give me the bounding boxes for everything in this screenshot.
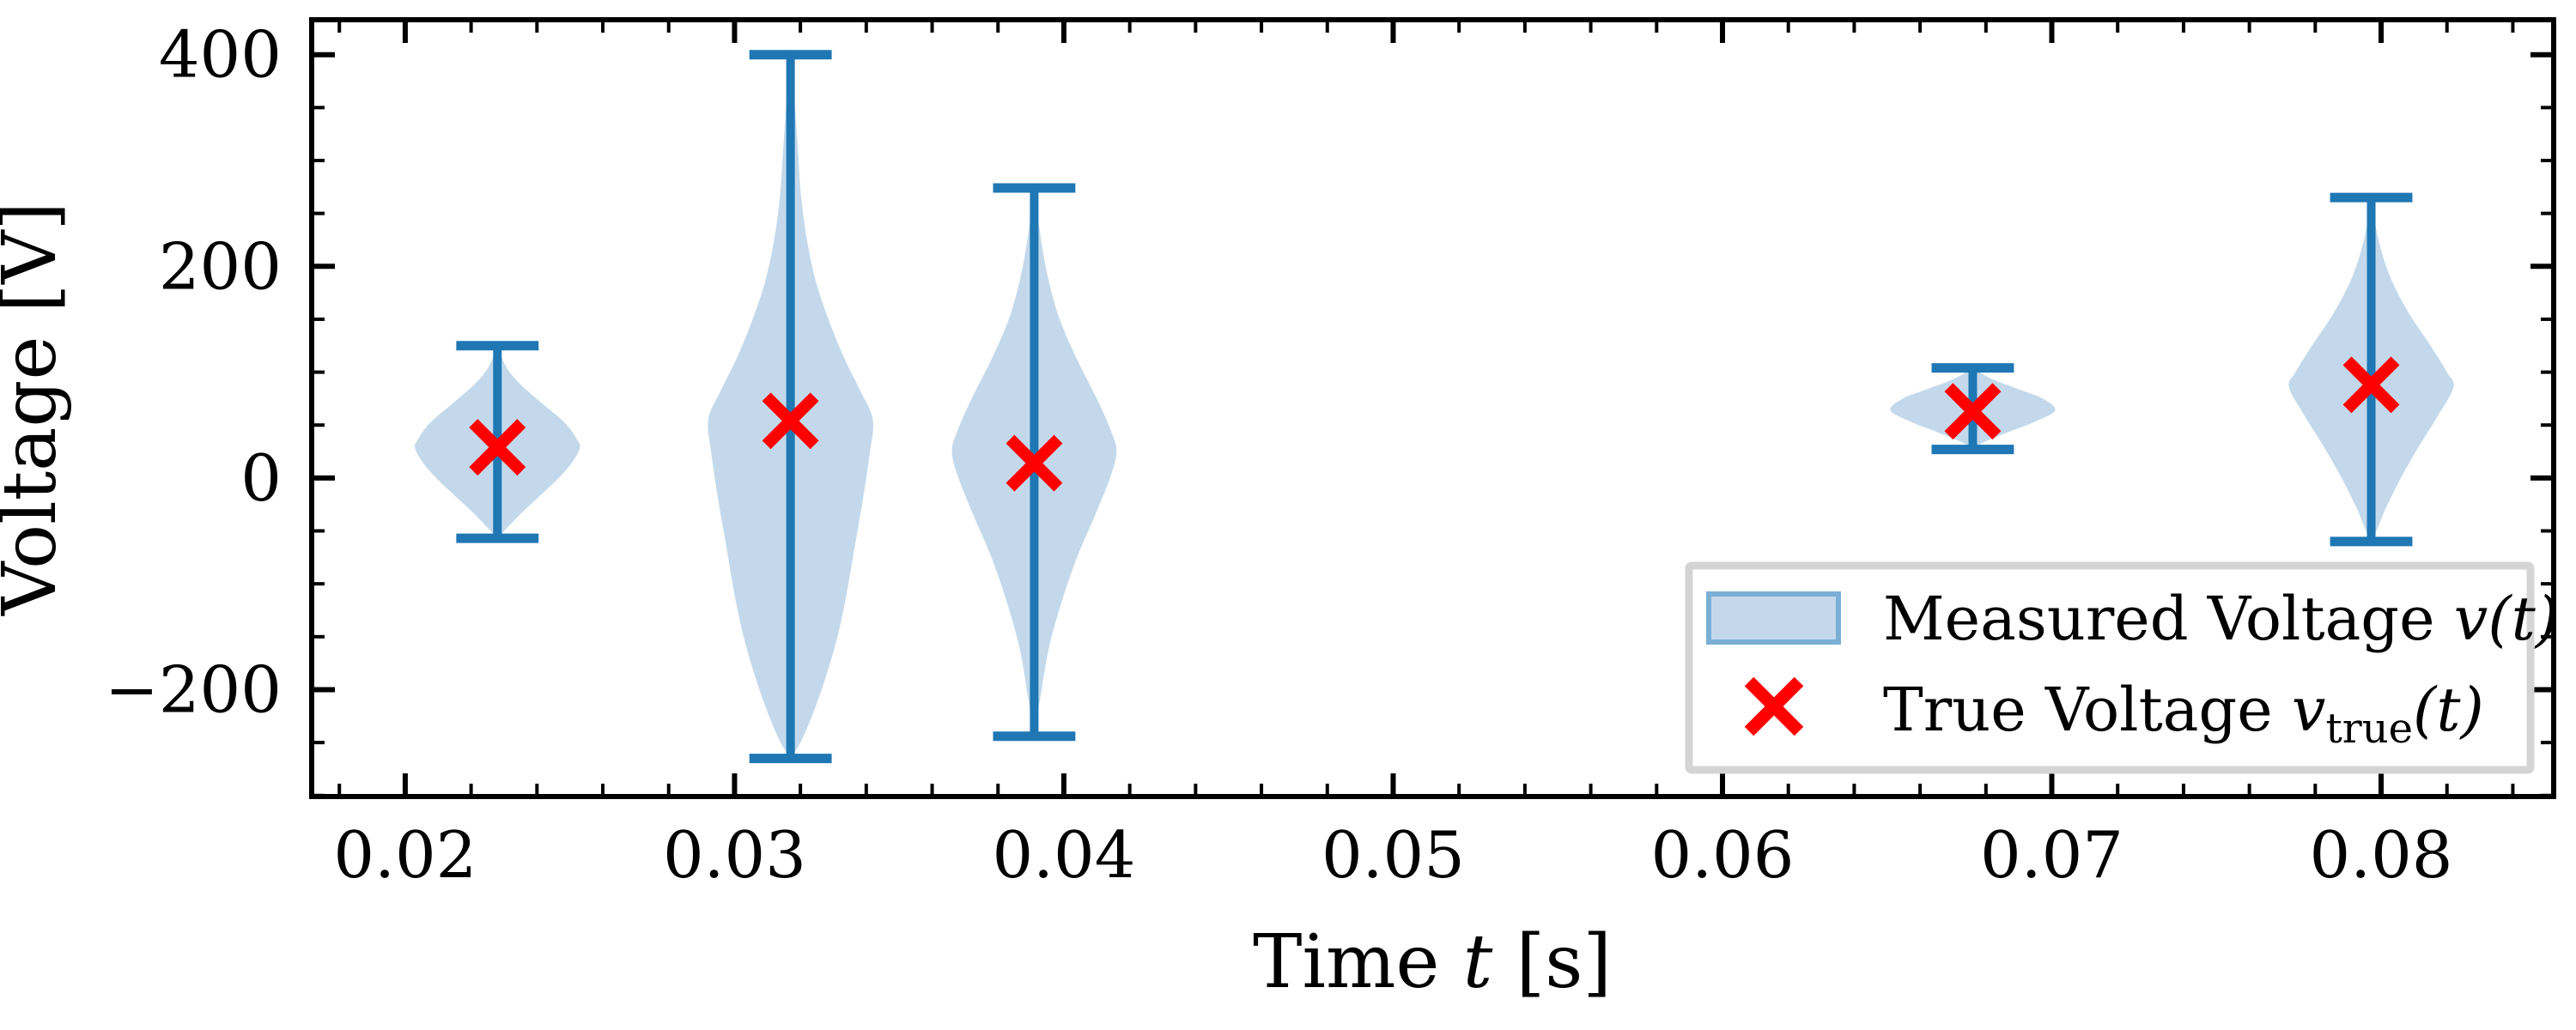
legend: Measured Voltage v(t) True Voltage vtrue… <box>1685 561 2559 774</box>
legend-true-math-v: v <box>2292 675 2326 745</box>
legend-true-math-sub: true <box>2325 705 2413 753</box>
x-tick-label: 0.04 <box>992 817 1135 893</box>
legend-measured-label: Measured Voltage v(t) <box>1883 584 2559 654</box>
true-voltage-marker <box>1005 434 1063 492</box>
y-tick-label: 400 <box>159 17 282 93</box>
true-voltage-marker <box>762 392 819 450</box>
legend-measured-math: v(t) <box>2454 584 2559 654</box>
y-tick-label: 200 <box>159 228 282 304</box>
x-axis-label-math-t: t <box>1463 919 1493 1005</box>
y-axis-label: Voltage [V] <box>0 202 73 616</box>
y-tick-label: −200 <box>105 651 282 727</box>
tick-labels-layer: 0.02 0.03 0.04 0.05 0.06 0.07 0.08 −200 0 200 400 <box>105 17 2453 893</box>
x-axis-label: Time t [s] <box>1253 919 1612 1005</box>
true-voltage-marker <box>2342 356 2400 414</box>
true-voltage-marker <box>469 419 526 476</box>
legend-violin-swatch <box>1706 591 1841 645</box>
legend-true-label: True Voltage vtrue(t) <box>1883 675 2484 753</box>
x-tick-label: 0.06 <box>1650 817 1794 893</box>
x-axis-label-post: [s] <box>1492 919 1612 1005</box>
axes-spines <box>309 17 2556 799</box>
legend-x-marker <box>1744 676 1804 736</box>
legend-frame <box>1685 561 2535 774</box>
legend-true-text: True Voltage <box>1883 675 2292 745</box>
x-tick-label: 0.02 <box>333 817 477 893</box>
x-tick-label: 0.05 <box>1321 817 1465 893</box>
legend-true-math-post: (t) <box>2413 675 2484 745</box>
x-tick-label: 0.03 <box>663 817 806 893</box>
x-tick-label: 0.08 <box>2310 817 2453 893</box>
y-tick-label: 0 <box>240 440 282 516</box>
legend-measured-text: Measured Voltage <box>1883 584 2454 654</box>
x-tick-label: 0.07 <box>1980 817 2123 893</box>
x-axis-label-pre: Time <box>1253 919 1463 1005</box>
true-voltage-markers-layer <box>469 356 2400 492</box>
true-voltage-marker <box>1944 383 2002 440</box>
